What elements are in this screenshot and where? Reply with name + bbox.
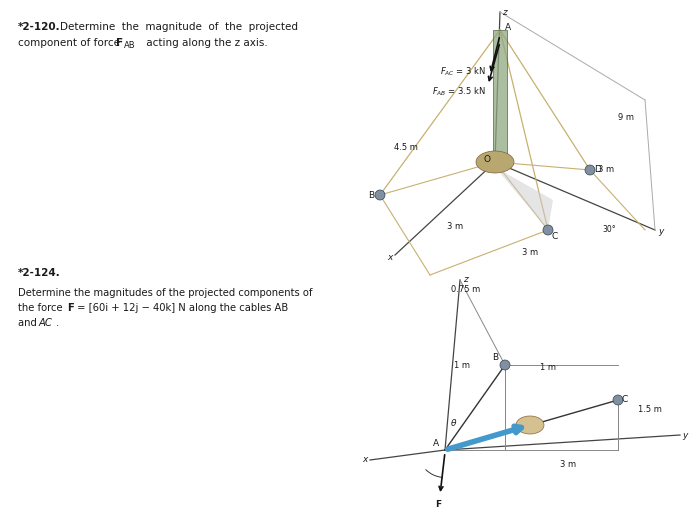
Circle shape	[613, 395, 623, 405]
Polygon shape	[493, 30, 507, 162]
Text: C: C	[552, 232, 559, 241]
Text: z: z	[463, 275, 468, 284]
Text: 1 m: 1 m	[454, 360, 470, 370]
Text: the force: the force	[18, 303, 66, 313]
Text: D: D	[594, 165, 601, 174]
Text: Determine  the  magnitude  of  the  projected: Determine the magnitude of the projected	[60, 22, 298, 32]
Text: and: and	[18, 318, 40, 328]
Text: B: B	[492, 353, 498, 362]
Text: 9 m: 9 m	[618, 114, 634, 123]
Text: x: x	[388, 254, 393, 263]
Text: $F_{AB}$ = 3.5 kN: $F_{AB}$ = 3.5 kN	[432, 86, 486, 98]
Text: 3 m: 3 m	[560, 460, 576, 469]
Text: F: F	[116, 38, 123, 48]
Text: C: C	[622, 395, 628, 405]
Ellipse shape	[476, 151, 514, 173]
Text: 1 m: 1 m	[540, 364, 556, 373]
Text: x: x	[363, 455, 368, 464]
Text: 3 m: 3 m	[447, 222, 463, 231]
Text: component of force: component of force	[18, 38, 123, 48]
Text: F: F	[435, 500, 441, 507]
Text: AC: AC	[39, 318, 53, 328]
Text: .: .	[56, 318, 59, 328]
Text: AB: AB	[124, 41, 136, 50]
Ellipse shape	[516, 416, 544, 434]
Polygon shape	[495, 167, 553, 230]
Text: 0.75 m: 0.75 m	[451, 285, 480, 295]
Text: acting along the z axis.: acting along the z axis.	[143, 38, 268, 48]
Text: O: O	[484, 156, 491, 164]
Circle shape	[500, 360, 510, 370]
Text: *2-120.: *2-120.	[18, 22, 61, 32]
Text: 4.5 m: 4.5 m	[394, 143, 418, 153]
Text: *2-124.: *2-124.	[18, 268, 61, 278]
Text: 3 m: 3 m	[598, 165, 614, 174]
Circle shape	[543, 225, 553, 235]
Text: $\theta$: $\theta$	[450, 416, 457, 427]
Text: y: y	[682, 430, 687, 440]
Circle shape	[585, 165, 595, 175]
Circle shape	[375, 190, 385, 200]
Text: 30°: 30°	[602, 226, 616, 235]
Text: F: F	[67, 303, 74, 313]
Text: 1.5 m: 1.5 m	[638, 406, 662, 415]
Text: B: B	[368, 191, 374, 199]
Text: z: z	[502, 8, 507, 17]
Text: A: A	[433, 439, 439, 448]
Text: A: A	[505, 23, 511, 32]
Text: y: y	[658, 228, 663, 236]
Text: = [60i + 12j − 40k] N along the cables AB: = [60i + 12j − 40k] N along the cables A…	[74, 303, 288, 313]
Text: $F_{AC}$ = 3 kN: $F_{AC}$ = 3 kN	[440, 66, 486, 78]
Text: Determine the magnitudes of the projected components of: Determine the magnitudes of the projecte…	[18, 288, 312, 298]
Text: 3 m: 3 m	[522, 248, 538, 257]
